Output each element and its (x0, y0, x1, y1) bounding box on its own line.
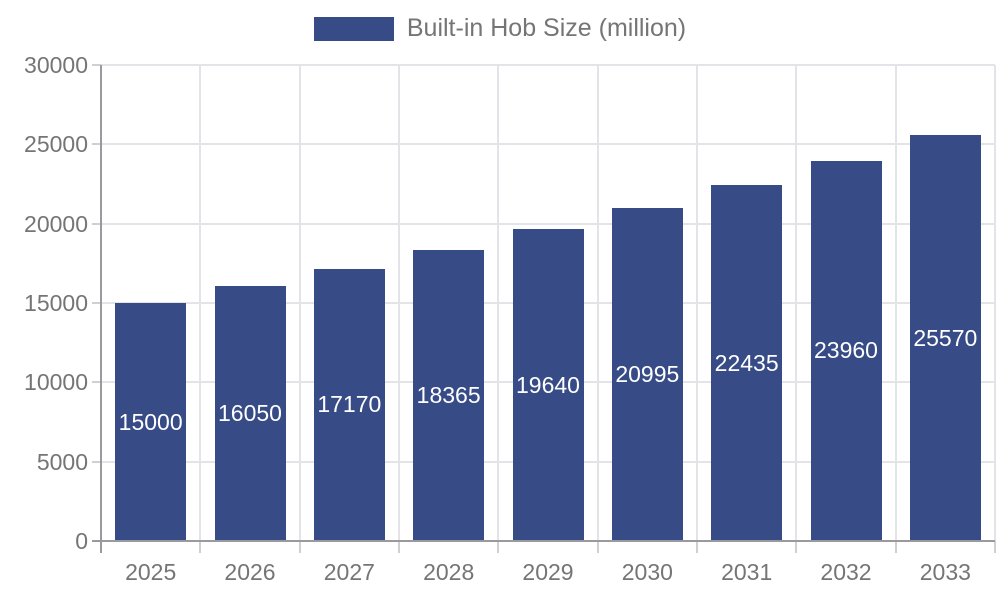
gridline-vertical (596, 65, 599, 541)
x-axis-line (92, 540, 995, 542)
bar: 16050 (214, 286, 286, 541)
gridline-vertical (696, 65, 698, 541)
y-axis-tick (92, 64, 101, 66)
x-axis-tick (199, 541, 202, 553)
x-tick-label: 2028 (423, 559, 475, 585)
y-axis-line (100, 65, 102, 553)
y-tick-label: 10000 (24, 369, 88, 396)
bar-value-label: 16050 (218, 400, 282, 427)
bar: 22435 (711, 185, 783, 541)
bar-value-label: 18365 (416, 381, 481, 408)
bar: 20995 (611, 207, 683, 541)
gridline-horizontal (101, 143, 995, 146)
gridline-vertical (994, 65, 996, 541)
x-axis-tick (596, 541, 599, 553)
x-tick-label: 2031 (721, 559, 773, 585)
x-tick-label: 2027 (323, 559, 375, 585)
legend: Built-in Hob Size (million) (0, 14, 1000, 43)
bar-value-label: 15000 (118, 408, 183, 435)
x-axis-tick (795, 541, 798, 553)
x-axis-tick (894, 541, 897, 553)
legend-item[interactable]: Built-in Hob Size (million) (313, 14, 687, 43)
gridline-horizontal (101, 222, 995, 225)
y-axis-tick (92, 381, 101, 384)
gridline-vertical (497, 65, 500, 541)
bar: 17170 (313, 268, 385, 541)
x-axis-tick (994, 541, 996, 553)
x-axis-tick (298, 541, 301, 553)
y-axis-tick (92, 222, 101, 225)
bar: 18365 (413, 249, 485, 541)
y-tick-label: 25000 (24, 131, 88, 158)
y-axis-tick (92, 143, 101, 146)
bar-value-label: 20995 (615, 360, 680, 387)
x-tick-label: 2030 (621, 559, 673, 585)
x-tick-label: 2025 (125, 559, 177, 585)
gridline-vertical (795, 65, 798, 541)
y-tick-label: 30000 (24, 52, 88, 78)
bar: 15000 (115, 303, 187, 541)
y-tick-label: 5000 (36, 448, 88, 475)
bar-value-label: 19640 (516, 371, 580, 398)
gridline-vertical (199, 65, 202, 541)
legend-swatch (313, 16, 394, 41)
bar-value-label: 17170 (317, 391, 382, 418)
x-axis-tick (497, 541, 500, 553)
x-axis-tick (398, 541, 400, 553)
gridline-vertical (398, 65, 400, 541)
gridline-vertical (298, 65, 301, 541)
y-axis-tick (92, 302, 101, 304)
y-tick-label: 20000 (24, 210, 88, 237)
x-tick-label: 2026 (224, 559, 276, 585)
y-tick-label: 0 (75, 528, 88, 554)
bar: 19640 (512, 229, 584, 541)
x-tick-label: 2033 (919, 559, 971, 585)
x-tick-label: 2032 (820, 559, 872, 585)
legend-label: Built-in Hob Size (million) (406, 14, 687, 42)
x-tick-label: 2029 (522, 559, 574, 585)
bar-value-label: 23960 (814, 337, 878, 364)
x-axis-tick (696, 541, 698, 553)
bar-value-label: 22435 (714, 349, 779, 376)
gridline-horizontal (101, 64, 995, 66)
bar: 23960 (810, 160, 882, 541)
bar-value-label: 25570 (913, 324, 978, 351)
y-axis-tick (92, 460, 101, 463)
y-tick-label: 15000 (24, 290, 88, 316)
bar: 25570 (909, 135, 981, 541)
gridline-vertical (894, 65, 897, 541)
